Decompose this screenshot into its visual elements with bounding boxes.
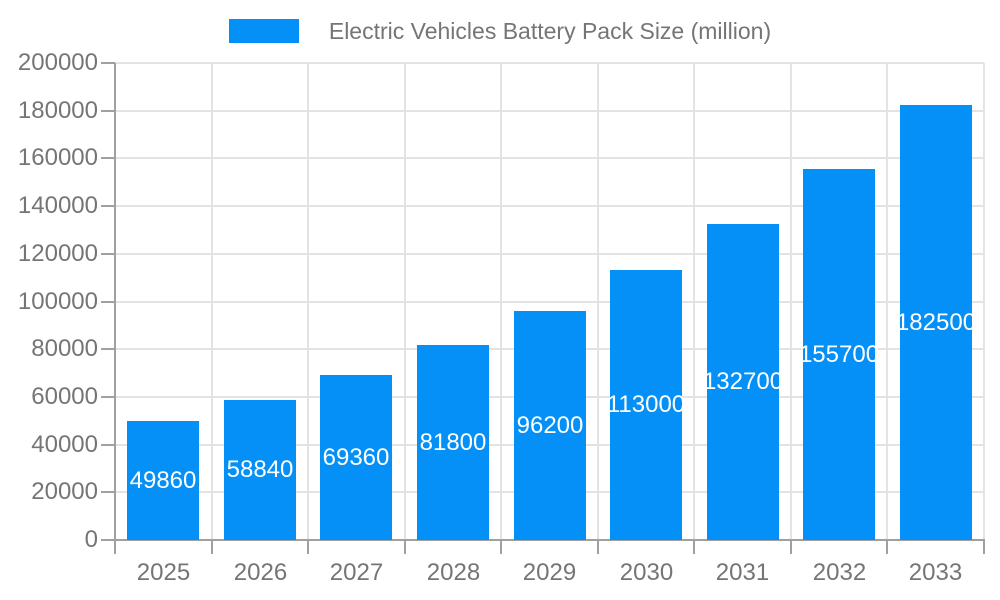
x-axis-tick <box>886 540 889 554</box>
legend-swatch <box>228 19 299 43</box>
gridline-vertical <box>886 63 889 540</box>
y-axis-tick-label: 0 <box>84 526 98 553</box>
y-axis-tick-label: 200000 <box>17 49 98 76</box>
bar[interactable]: 69360 <box>320 375 392 540</box>
bar-value-label: 132700 <box>702 368 784 395</box>
y-axis-tick-label: 80000 <box>31 335 98 363</box>
x-axis-tick-label: 2032 <box>812 559 867 586</box>
bar-value-label: 113000 <box>606 391 686 418</box>
x-axis-tick-label: 2028 <box>426 559 481 586</box>
x-axis-tick-label: 2025 <box>136 559 191 586</box>
y-axis-tick <box>101 395 115 398</box>
bar-value-label: 81800 <box>419 428 487 456</box>
x-axis-tick <box>596 540 599 554</box>
bar-value-label: 96200 <box>516 411 584 439</box>
x-axis-tick-label: 2029 <box>522 559 577 586</box>
gridline-vertical <box>210 63 213 540</box>
gridline-vertical <box>596 63 599 540</box>
y-axis-tick-label: 20000 <box>31 478 98 506</box>
chart-legend[interactable]: Electric Vehicles Battery Pack Size (mil… <box>0 17 1000 45</box>
gridline-vertical <box>693 63 696 540</box>
x-axis-tick <box>500 540 503 554</box>
bar[interactable]: 132700 <box>703 224 783 540</box>
y-axis-line <box>114 63 116 554</box>
gridline-horizontal <box>115 62 984 64</box>
y-axis-tick-label: 60000 <box>31 382 98 410</box>
y-axis-tick <box>101 443 115 446</box>
y-axis-tick <box>101 252 115 255</box>
x-axis-tick-label: 2027 <box>329 559 384 586</box>
y-axis-tick <box>101 62 115 64</box>
y-axis-tick <box>101 205 115 208</box>
x-axis-tick <box>210 540 213 554</box>
bar[interactable]: 96200 <box>514 311 586 540</box>
legend-label: Electric Vehicles Battery Pack Size (mil… <box>328 18 772 44</box>
y-axis-tick-label: 160000 <box>17 144 98 172</box>
bar-value-label: 69360 <box>322 443 390 471</box>
x-axis-tick <box>789 540 792 554</box>
gridline-vertical <box>307 63 310 540</box>
gridline-horizontal <box>115 252 984 255</box>
y-axis-tick <box>101 109 115 112</box>
y-axis-tick <box>101 491 115 494</box>
bar-value-label: 49860 <box>129 466 197 494</box>
gridline-vertical <box>789 63 792 540</box>
x-axis-line <box>114 539 985 541</box>
gridline-horizontal <box>115 157 984 160</box>
gridline-vertical <box>500 63 503 540</box>
bar[interactable]: 182500 <box>896 105 976 540</box>
bar-value-label: 155700 <box>798 340 880 368</box>
bar[interactable]: 155700 <box>799 169 879 540</box>
y-axis-tick-label: 180000 <box>17 96 98 124</box>
bar[interactable]: 113000 <box>606 270 686 540</box>
bar-value-label: 182500 <box>895 308 977 336</box>
gridline-vertical <box>403 63 406 540</box>
y-axis-tick-label: 140000 <box>17 192 98 220</box>
y-axis-tick-label: 120000 <box>17 239 98 267</box>
y-axis-tick <box>101 539 115 541</box>
y-axis-tick <box>101 348 115 351</box>
y-axis-tick-label: 40000 <box>31 430 98 458</box>
x-axis-tick-label: 2033 <box>908 559 963 586</box>
bar[interactable]: 81800 <box>417 345 489 540</box>
gridline-horizontal <box>115 205 984 208</box>
x-axis-tick <box>403 540 406 554</box>
bar-value-label: 58840 <box>226 456 294 483</box>
gridline-horizontal <box>115 300 984 303</box>
gridline-vertical <box>983 63 985 540</box>
y-axis-tick-label: 100000 <box>17 287 98 315</box>
x-axis-tick <box>307 540 310 554</box>
x-axis-tick <box>693 540 696 554</box>
bar[interactable]: 49860 <box>127 421 199 540</box>
x-axis-tick-label: 2030 <box>619 559 674 586</box>
y-axis-tick <box>101 300 115 303</box>
x-axis-tick-label: 2031 <box>715 559 770 586</box>
x-axis-tick <box>983 540 985 554</box>
bar[interactable]: 58840 <box>224 400 296 540</box>
y-axis-tick <box>101 157 115 160</box>
x-axis-tick-label: 2026 <box>233 559 288 586</box>
gridline-horizontal <box>115 109 984 112</box>
